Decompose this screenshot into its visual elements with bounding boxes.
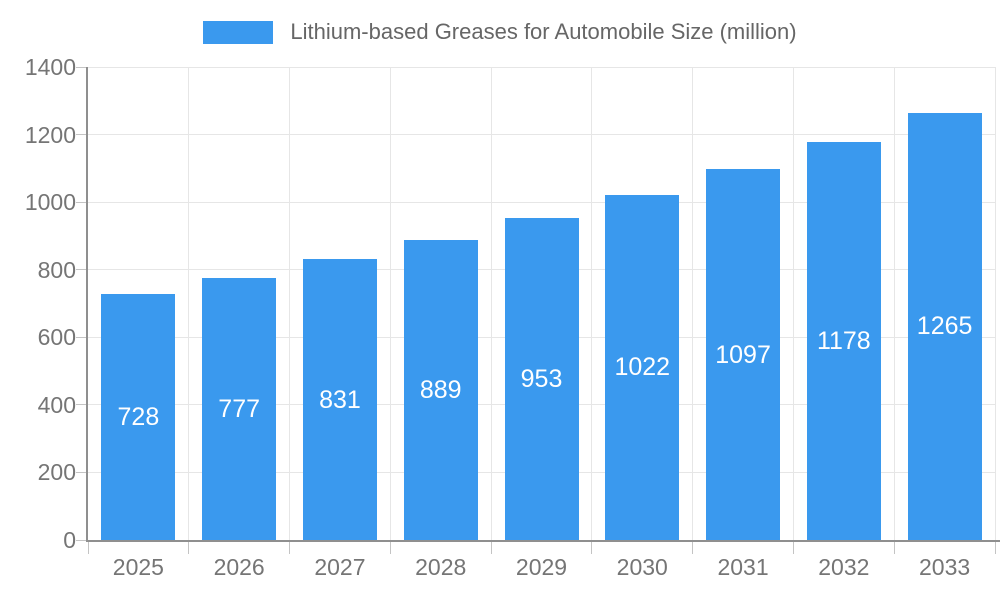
x-axis-tick	[188, 541, 190, 554]
y-axis-tick	[76, 201, 87, 203]
y-axis-label: 1200	[24, 121, 76, 148]
bar: 953	[504, 218, 579, 540]
bar-value-label: 1178	[816, 327, 871, 355]
bar: 777	[202, 277, 277, 540]
bar-value-label: 1022	[614, 353, 671, 382]
gridline-vertical	[893, 67, 895, 540]
x-axis-tick	[591, 541, 593, 554]
x-axis-label: 2025	[112, 554, 164, 580]
x-axis-label: 2032	[818, 554, 870, 580]
x-axis-tick	[389, 541, 391, 554]
y-axis-label: 800	[37, 256, 76, 283]
gridline-horizontal	[88, 66, 995, 68]
x-axis-label: 2028	[415, 554, 467, 580]
gridline-vertical	[994, 67, 996, 540]
y-axis-tick	[76, 404, 87, 406]
bar: 1022	[605, 194, 680, 540]
bar-value-label: 728	[117, 403, 160, 432]
y-axis-tick	[76, 539, 87, 541]
gridline-vertical	[188, 67, 190, 540]
y-axis-label: 0	[63, 527, 76, 553]
bar: 889	[403, 239, 478, 540]
y-axis-tick	[76, 134, 87, 136]
y-axis	[86, 67, 88, 542]
x-axis-tick	[289, 541, 291, 554]
y-axis-label: 600	[37, 324, 76, 351]
bar: 1178	[806, 142, 881, 540]
y-axis-label: 400	[37, 391, 76, 418]
y-axis-tick	[76, 269, 87, 271]
y-axis-label: 200	[37, 459, 76, 486]
x-axis	[86, 540, 1000, 542]
bar-value-label: 831	[319, 385, 361, 414]
bar: 1097	[706, 169, 781, 540]
bar-value-label: 1265	[916, 312, 973, 341]
y-axis-tick	[76, 471, 87, 473]
bar: 728	[101, 294, 176, 540]
y-axis-label: 1400	[24, 54, 76, 80]
y-axis-tick	[76, 336, 87, 338]
gridline-vertical	[490, 67, 492, 540]
plot-area: 728 777 831 889 953 1022 1097 1178 1265	[76, 66, 1000, 554]
legend-label: Lithium-based Greases for Automobile Siz…	[290, 19, 797, 44]
bar: 1265	[907, 112, 982, 540]
x-axis-tick	[692, 541, 694, 554]
gridline-horizontal	[88, 201, 995, 203]
x-axis-tick	[87, 541, 89, 554]
gridline-vertical	[692, 67, 694, 540]
x-axis-label: 2029	[515, 554, 568, 580]
y-axis-label: 1000	[24, 189, 76, 216]
gridline-vertical	[389, 67, 391, 540]
gridline-vertical	[591, 67, 593, 540]
bar-value-label: 777	[218, 394, 261, 423]
x-axis-label: 2026	[213, 554, 265, 580]
y-axis-tick	[76, 66, 87, 68]
x-axis-tick	[792, 541, 794, 554]
gridline-vertical	[289, 67, 291, 540]
x-axis-tick	[994, 541, 996, 554]
gridline-horizontal	[88, 134, 995, 136]
x-axis-label: 2030	[616, 554, 668, 580]
x-axis-label: 2031	[717, 554, 769, 580]
gridline-vertical	[792, 67, 794, 540]
bar-value-label: 953	[520, 365, 563, 394]
x-axis-label: 2033	[919, 554, 971, 580]
x-axis-tick	[893, 541, 895, 554]
bar-value-label: 1097	[715, 340, 771, 369]
legend-swatch-icon	[203, 20, 274, 44]
x-axis-tick	[490, 541, 492, 554]
bar: 831	[302, 259, 377, 540]
bar-value-label: 889	[419, 375, 462, 404]
legend-item[interactable]: Lithium-based Greases for Automobile Siz…	[0, 16, 1000, 48]
x-axis-label: 2027	[314, 554, 366, 580]
